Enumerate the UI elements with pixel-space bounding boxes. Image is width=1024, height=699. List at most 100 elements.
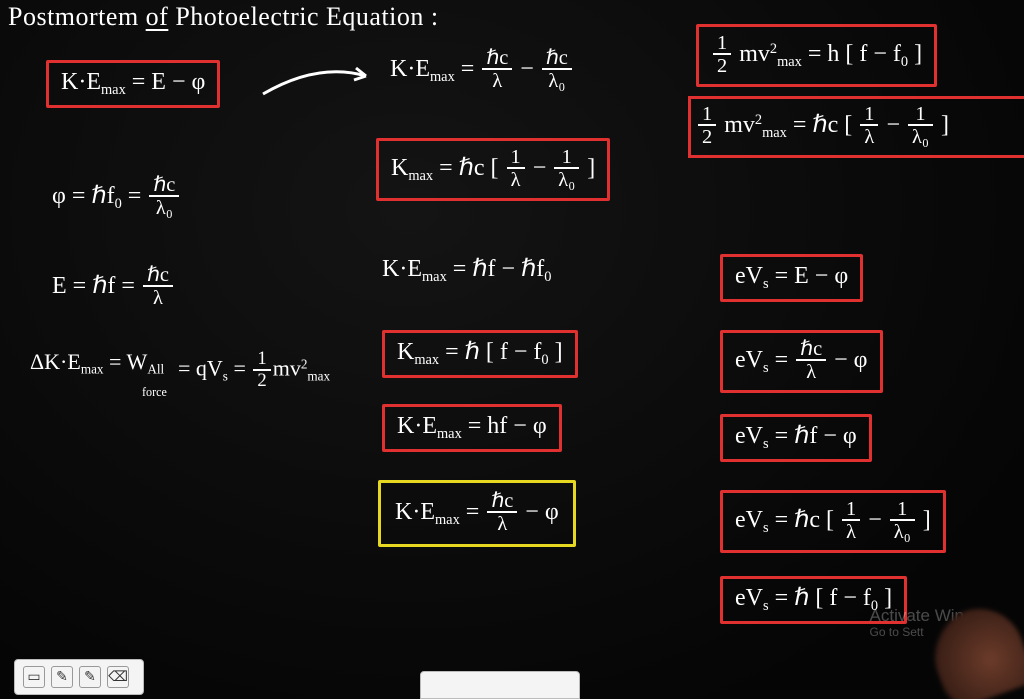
title-prefix: Postmortem — [8, 2, 146, 31]
evshcbr-b: = ℏc [ — [769, 507, 840, 533]
dke-sub: max — [81, 362, 104, 377]
eq-dke-2: = qVs = 1 2 mv2max — [178, 350, 330, 391]
hmv-sub: max — [777, 54, 802, 70]
phi-frac: ℏc λ₀ — [149, 175, 179, 220]
phi-b: = — [122, 183, 148, 209]
eq-evs-ephi: eVs = E − φ — [720, 254, 863, 302]
kmaxf-a: K — [397, 339, 414, 365]
hmv-b: = h [ f − f — [802, 41, 901, 67]
secondary-toolbar[interactable] — [420, 671, 580, 699]
E-a: E = ℏf = — [52, 273, 141, 299]
page-title: Postmortem of Photoelectric Equation : — [8, 2, 439, 32]
evshcbr-minus: − — [868, 507, 888, 533]
evshff-b: = ℏ [ f − f — [769, 585, 871, 611]
ke-sub: max — [101, 82, 126, 98]
kehfphi-sub: max — [437, 426, 462, 442]
eq-half-mv-f: 12 mv2max = h [ f − f0 ] — [696, 24, 937, 87]
evshcbr-f1d: λ — [842, 521, 860, 543]
evshc-b: = — [769, 347, 795, 373]
kehcphi-a: K·E — [395, 499, 435, 525]
tool-rect-icon[interactable]: ▭ — [23, 666, 45, 688]
kmax-f1n: 1 — [507, 147, 525, 169]
dke-d: = — [228, 356, 251, 381]
midhf-sub: max — [422, 269, 447, 285]
midtop-f2: ℏcλ₀ — [542, 48, 572, 93]
evshcbr-f1: 1λ — [842, 499, 860, 544]
evshcbr-f2d: λ₀ — [890, 521, 915, 543]
kmax-f2: 1λ₀ — [554, 147, 579, 192]
hmv-hd: 2 — [713, 55, 731, 77]
midhf-sub0: 0 — [544, 269, 551, 285]
title-underlined: of — [146, 2, 169, 31]
eq-evs-hf: eVs = ℏf − φ — [720, 414, 872, 462]
kmaxf-b: = ℏ [ f − f — [439, 339, 541, 365]
tool-pen-icon[interactable]: ✎ — [51, 666, 73, 688]
midtop-f1n: ℏc — [482, 48, 512, 70]
evshcbr-f1n: 1 — [842, 499, 860, 521]
eq-evs-hc: eVs = ℏcλ − φ — [720, 330, 883, 393]
kmax-f2n: 1 — [554, 147, 579, 169]
eq-phi: φ = ℏf0 = ℏc λ₀ — [52, 175, 181, 220]
kmax-sub: max — [408, 168, 433, 184]
eq-ke-hfphi: K·Emax = hf − φ — [382, 404, 562, 452]
kmaxf-c: ] — [549, 339, 563, 365]
kehcphi-num: ℏc — [487, 491, 517, 513]
phi-sub: 0 — [115, 196, 122, 212]
E-frac: ℏc λ — [143, 265, 173, 310]
evshf-b: = ℏf − φ — [769, 423, 857, 449]
midhf-a: K·E — [382, 256, 422, 282]
ke-rhs: = E − φ — [126, 69, 206, 95]
kehcphi-b: = — [460, 499, 486, 525]
evshcbr-a: eV — [735, 507, 763, 533]
arrow-icon — [258, 62, 378, 102]
evshc-frac: ℏcλ — [796, 339, 826, 384]
phi-a: φ = ℏf — [52, 183, 115, 209]
dke-half-den: 2 — [253, 371, 270, 392]
eq-mid-top: K·Emax = ℏcλ − ℏcλ₀ — [390, 48, 574, 93]
midtop-f1: ℏcλ — [482, 48, 512, 93]
eq-dke: ΔK·Emax = WAll force — [30, 350, 167, 401]
kmaxf-sub: max — [414, 352, 439, 368]
kehcphi-c: − φ — [525, 499, 558, 525]
midtop-sub: max — [430, 69, 455, 85]
dke-half: 1 2 — [253, 350, 270, 391]
eq-ke-hcphi: K·Emax = ℏcλ − φ — [378, 480, 576, 547]
kmax-f1: 1λ — [507, 147, 525, 192]
kmax-minus: − — [533, 155, 553, 181]
evshc-c: − φ — [834, 347, 867, 373]
dke-sub4: max — [307, 368, 330, 383]
kmax-f2d: λ₀ — [554, 169, 579, 191]
hmv-sup: 2 — [770, 41, 777, 57]
kehcphi-den: λ — [487, 513, 517, 535]
hmv-half: 12 — [713, 33, 731, 78]
E-num: ℏc — [143, 265, 173, 287]
evshcbr-f2n: 1 — [890, 499, 915, 521]
dke-c: = qV — [178, 356, 223, 381]
evs-a: eV — [735, 263, 763, 289]
midtop-b: = — [455, 56, 481, 82]
eq-E: E = ℏf = ℏc λ — [52, 265, 175, 310]
midtop-f1d: λ — [482, 70, 512, 92]
evshc-den: λ — [796, 361, 826, 383]
dke-half-num: 1 — [253, 350, 270, 371]
phi-num: ℏc — [149, 175, 179, 197]
midtop-minus: − — [520, 56, 540, 82]
midtop-f2n: ℏc — [542, 48, 572, 70]
dke-e: mv — [273, 356, 301, 381]
tool-pen2-icon[interactable]: ✎ — [79, 666, 101, 688]
annotation-toolbar[interactable]: ▭ ✎ ✎ ⌫ — [14, 659, 144, 695]
dke-force: force — [142, 385, 167, 399]
kehfphi-b: = hf − φ — [462, 413, 547, 439]
kehcphi-sub: max — [435, 512, 460, 528]
kmaxf-sub0: 0 — [541, 352, 548, 368]
eq-kmax-f: Kmax = ℏ [ f − f0 ] — [382, 330, 578, 378]
midhf-b: = ℏf − ℏf — [447, 256, 544, 282]
hmv-a: mv — [739, 41, 770, 67]
eq-ke-main: K·Emax = E − φ — [46, 60, 220, 108]
tool-erase-icon[interactable]: ⌫ — [107, 666, 129, 688]
eq-kmax-lambda: Kmax = ℏc [ 1λ − 1λ₀ ] — [376, 138, 610, 201]
eq-mid-hf: K·Emax = ℏf − ℏf0 — [382, 256, 551, 286]
partial-red-box — [688, 96, 1024, 158]
hmv-c: ] — [908, 41, 922, 67]
evshc-a: eV — [735, 347, 763, 373]
